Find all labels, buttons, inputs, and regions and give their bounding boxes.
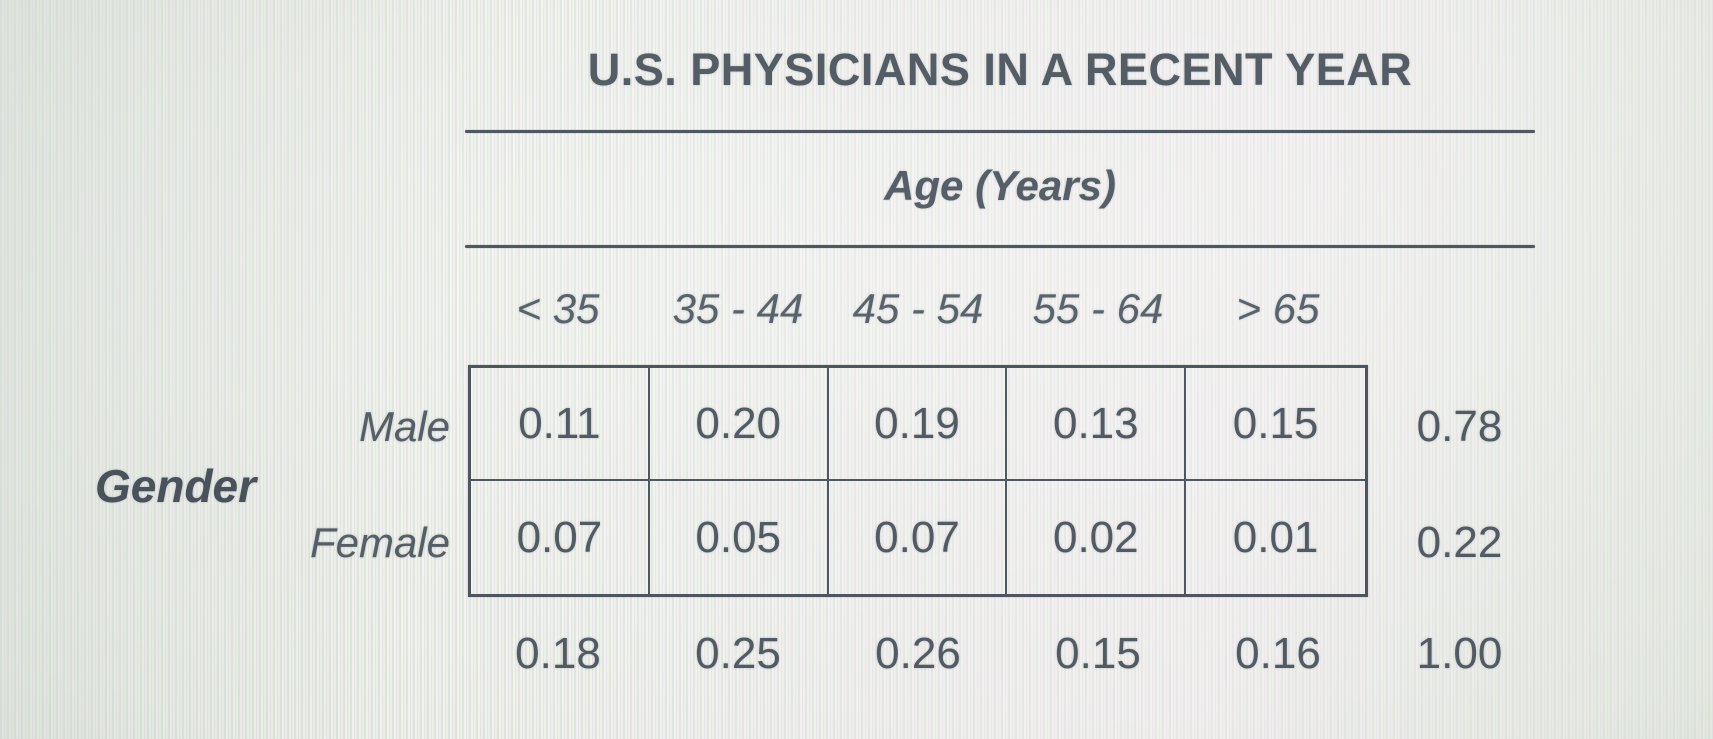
col-total-55-64: 0.15 (1055, 629, 1141, 678)
col-total-over-65: 0.16 (1235, 629, 1321, 678)
col-total-under-35: 0.18 (515, 629, 601, 678)
row-label-male: Male (358, 403, 450, 450)
row-group-label: Gender (95, 460, 257, 512)
title-underline (465, 130, 1535, 133)
row-total-male: 0.78 (1416, 402, 1503, 451)
row-label-female: Female (309, 519, 450, 566)
cell-male-col2: 0.19 (828, 368, 1008, 481)
col-header-35-44: 35 - 44 (672, 285, 804, 332)
col-header-45-54: 45 - 54 (852, 285, 984, 332)
column-totals: 0.18 0.25 0.26 0.15 0.16 (468, 626, 1368, 682)
col-header-over-65: > 65 (1236, 285, 1320, 332)
col-header-under-35: < 35 (516, 285, 600, 332)
cell-male-col4: 0.15 (1186, 368, 1365, 481)
grand-total: 1.00 (1416, 629, 1503, 678)
cell-male-col3: 0.13 (1007, 368, 1187, 481)
cell-female-col1: 0.05 (650, 481, 829, 594)
cell-female-col3: 0.02 (1007, 481, 1187, 594)
probability-grid: 0.11 0.20 0.19 0.13 0.15 0.07 0.05 0.07 … (468, 365, 1368, 597)
col-total-35-44: 0.25 (695, 629, 781, 678)
column-group-label: Age (Years) (884, 162, 1116, 209)
cell-female-col0: 0.07 (471, 481, 650, 594)
age-underline (465, 245, 1535, 248)
cell-female-col4: 0.01 (1232, 512, 1319, 562)
cell-male-col0: 0.11 (471, 368, 650, 481)
column-headers: < 35 35 - 44 45 - 54 55 - 64 > 65 (468, 281, 1368, 337)
table-title: U.S. PHYSICIANS IN A RECENT YEAR (587, 44, 1413, 95)
cell-female-col2: 0.07 (829, 481, 1008, 594)
cell-male-col1: 0.20 (649, 368, 829, 481)
col-header-55-64: 55 - 64 (1032, 285, 1164, 332)
col-total-45-54: 0.26 (875, 629, 961, 678)
row-total-female: 0.22 (1416, 518, 1503, 567)
